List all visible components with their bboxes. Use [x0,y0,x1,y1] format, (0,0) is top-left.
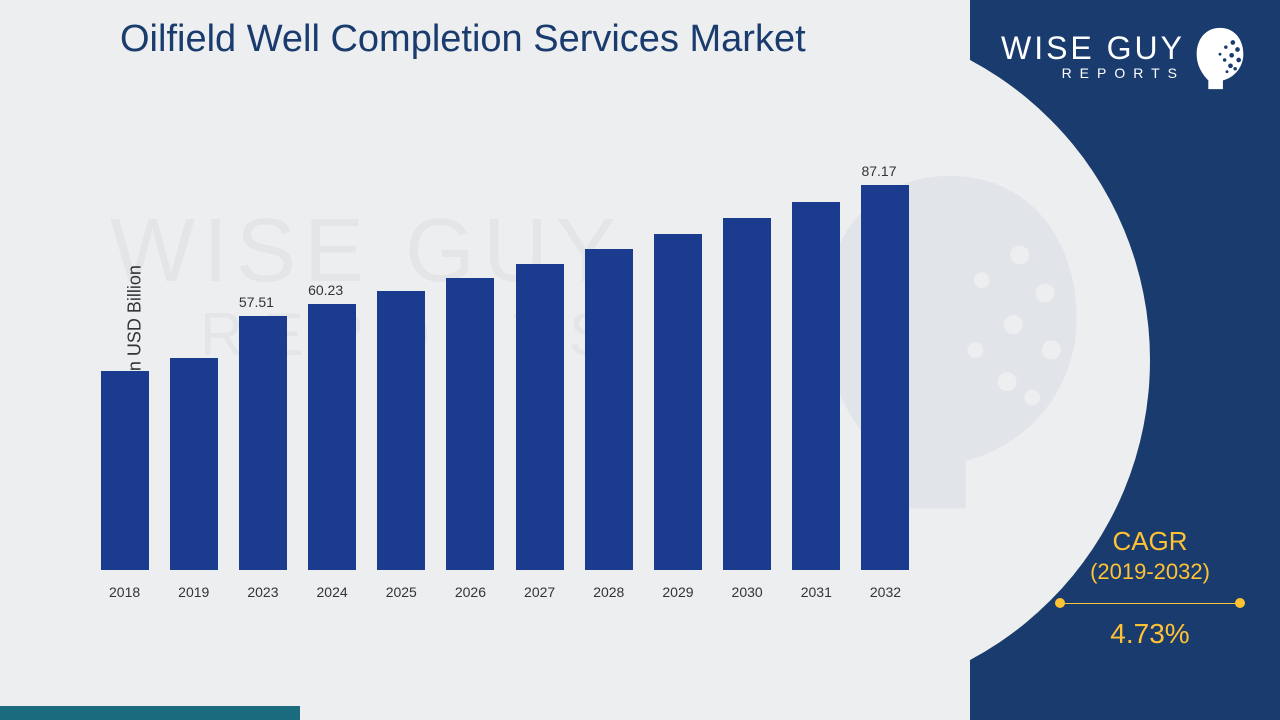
bar [377,291,425,570]
bar [792,202,840,570]
logo-head-icon [1190,25,1250,95]
logo-main-text: WISE GUY [1001,30,1185,67]
x-axis-label: 2025 [367,584,436,600]
cagr-title: CAGR [1060,526,1240,557]
plot-area: 57.51 60.23 87.17 [90,150,920,570]
bar-group: 57.51 [228,150,297,570]
bar-group [90,150,159,570]
cagr-value: 4.73% [1060,618,1240,650]
bar-group [436,150,505,570]
brand-logo: WISE GUY REPORTS [1001,30,1250,81]
bar [516,264,564,570]
bar-group [713,150,782,570]
x-axis-label: 2031 [782,584,851,600]
x-axis-label: 2024 [298,584,367,600]
bar-group [643,150,712,570]
infographic-container: WISE GUY REPORTS Oilfield Well Completio… [0,0,1280,720]
cagr-period: (2019-2032) [1060,559,1240,585]
x-axis-label: 2023 [228,584,297,600]
bar-group: 87.17 [851,150,920,570]
bar [585,249,633,570]
bar-group [574,150,643,570]
bar-group: 60.23 [298,150,367,570]
cagr-divider [1060,603,1240,604]
bar-group [505,150,574,570]
bar-group [782,150,851,570]
bar-group [159,150,228,570]
x-axis-label: 2027 [505,584,574,600]
x-axis-label: 2028 [574,584,643,600]
logo-sub-text: REPORTS [1001,65,1185,81]
bar-value-label: 87.17 [861,163,896,185]
x-axis-label: 2029 [643,584,712,600]
bar [446,278,494,570]
x-axis-label: 2030 [713,584,782,600]
bar [239,316,287,570]
bar-value-label: 60.23 [308,282,343,304]
accent-bar [0,706,300,720]
bar [861,185,909,570]
x-axis-labels: 2018201920232024202520262027202820292030… [90,584,920,600]
bar [308,304,356,570]
cagr-box: CAGR (2019-2032) 4.73% [1060,526,1240,650]
bar [723,218,771,570]
x-axis-label: 2019 [159,584,228,600]
x-axis-label: 2018 [90,584,159,600]
bar-value-label: 57.51 [239,294,274,316]
bar [170,358,218,570]
x-axis-label: 2026 [436,584,505,600]
bars-container: 57.51 60.23 87.17 [90,150,920,570]
bar-group [367,150,436,570]
x-axis-label: 2032 [851,584,920,600]
chart-title: Oilfield Well Completion Services Market [120,18,806,62]
bar-chart: WISE GUY REPORTS Market Value in USD Bil… [60,140,920,610]
bar [101,371,149,570]
bar [654,234,702,570]
